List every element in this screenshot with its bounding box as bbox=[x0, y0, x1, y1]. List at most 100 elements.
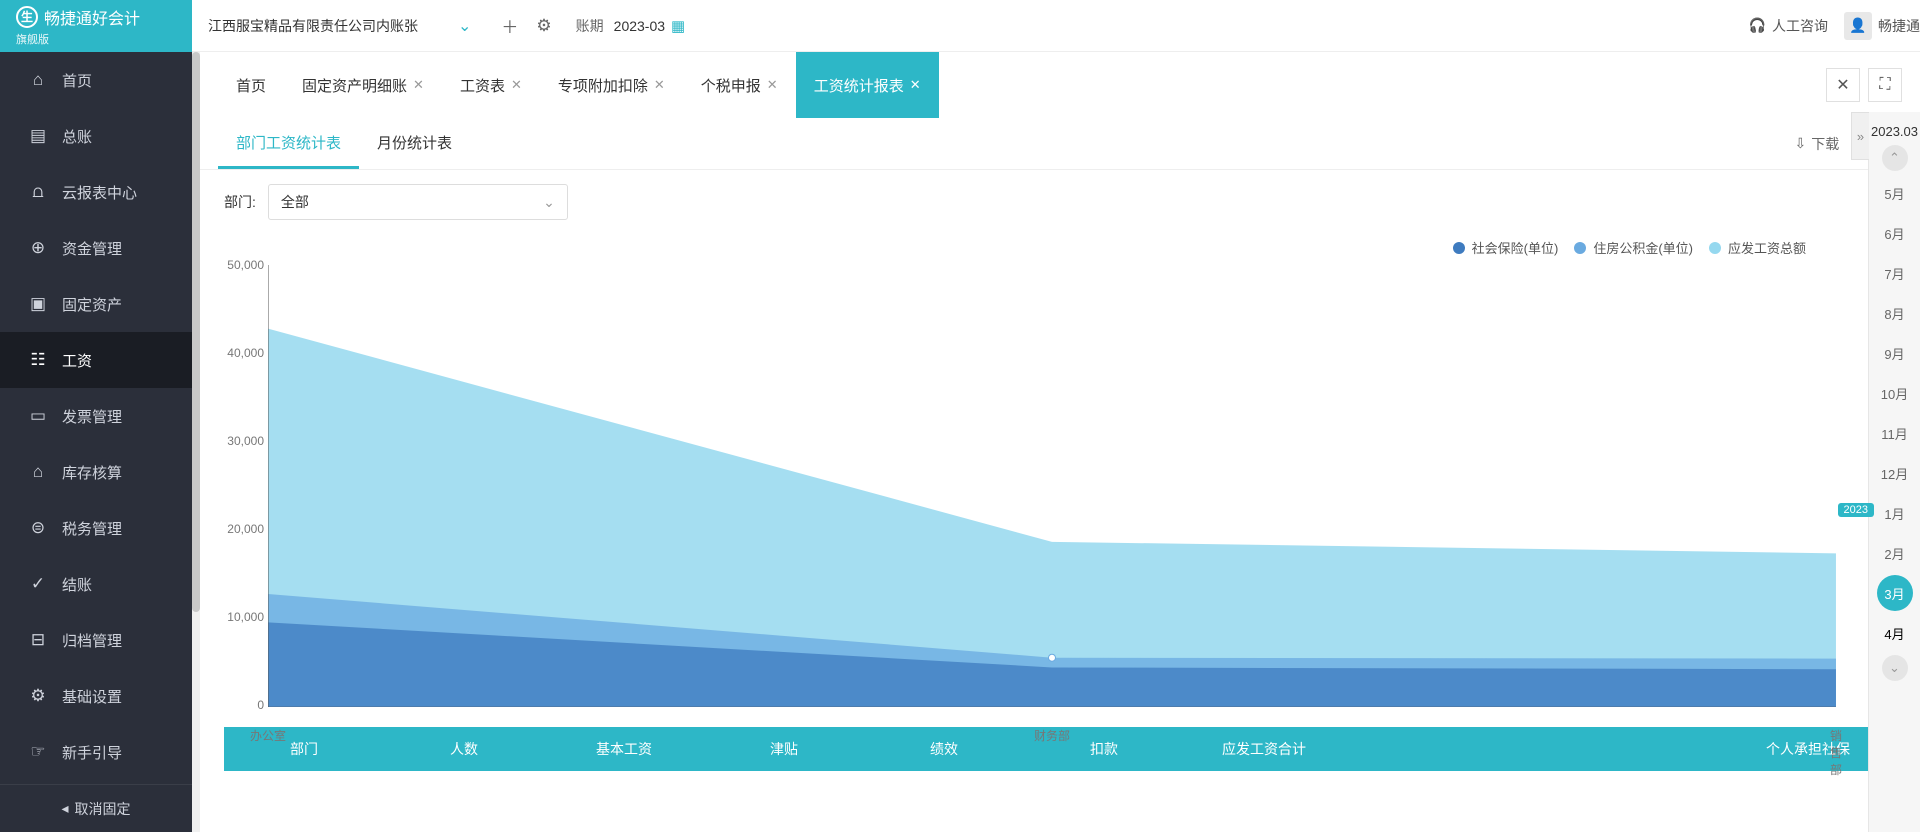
month-item-1[interactable]: 6月 bbox=[1877, 215, 1913, 251]
sub-tabs: 部门工资统计表月份统计表 ⇩ 下载 ↻ 刷新 bbox=[200, 118, 1920, 170]
month-item-9[interactable]: 2月 bbox=[1877, 535, 1913, 571]
sidebar-scrollbar-thumb[interactable] bbox=[192, 52, 200, 612]
tab-label: 首页 bbox=[236, 75, 266, 96]
sidebar-icon: ⌂ bbox=[28, 462, 48, 482]
sidebar-icon: ▤ bbox=[28, 126, 48, 146]
tab-close-icon[interactable]: ✕ bbox=[413, 77, 424, 93]
tab-1[interactable]: 固定资产明细账 ✕ bbox=[284, 52, 442, 118]
month-panel-collapse-button[interactable]: » bbox=[1851, 112, 1869, 160]
sidebar-item-label: 税务管理 bbox=[62, 518, 122, 539]
sidebar-item-8[interactable]: ⊜ 税务管理 bbox=[0, 500, 192, 556]
sidebar-item-3[interactable]: ⊕资金管理 bbox=[0, 220, 192, 276]
x-tick-label: 办公室 bbox=[250, 727, 286, 744]
headset-icon: 🎧 bbox=[1749, 17, 1766, 34]
company-selector[interactable]: 江西服宝精品有限责任公司内账张 ⌄ bbox=[192, 16, 487, 36]
sub-tab-0[interactable]: 部门工资统计表 bbox=[218, 118, 359, 169]
sidebar-item-label: 总账 bbox=[62, 126, 92, 147]
sidebar-item-6[interactable]: ▭发票管理 bbox=[0, 388, 192, 444]
legend-label: 应发工资总额 bbox=[1728, 238, 1806, 257]
sidebar-item-label: 基础设置 bbox=[62, 686, 122, 707]
sidebar-icon: ⊕ bbox=[28, 238, 48, 258]
month-item-2[interactable]: 7月 bbox=[1877, 255, 1913, 291]
sidebar-item-label: 云报表中心 bbox=[62, 182, 137, 203]
legend-item[interactable]: 应发工资总额 bbox=[1709, 238, 1806, 257]
sidebar-item-1[interactable]: ▤ 总账 bbox=[0, 108, 192, 164]
table-column-header: 绩效 bbox=[864, 739, 1024, 759]
tab-close-icon[interactable]: ✕ bbox=[511, 77, 522, 93]
logo-text: 畅捷通好会计 bbox=[44, 5, 140, 29]
month-scroll-down-button[interactable]: ⌄ bbox=[1882, 655, 1908, 681]
sidebar-icon: ⊜ bbox=[28, 518, 48, 538]
tab-3[interactable]: 专项附加扣除✕ bbox=[540, 52, 683, 118]
logo-subtitle: 旗舰版 bbox=[16, 31, 192, 47]
sidebar-item-4[interactable]: ▣固定资产 bbox=[0, 276, 192, 332]
chevron-down-icon: ⌄ bbox=[458, 16, 471, 36]
department-select[interactable]: 全部 ⌄ bbox=[268, 184, 568, 220]
month-item-8[interactable]: 1月 bbox=[1877, 495, 1913, 531]
sidebar-icon: ☞ bbox=[28, 742, 48, 762]
table-column-header: 津贴 bbox=[704, 739, 864, 759]
avatar-icon: 👤 bbox=[1844, 12, 1872, 40]
legend-item[interactable]: 社会保险(单位) bbox=[1453, 238, 1559, 257]
sidebar-icon: ⊟ bbox=[28, 630, 48, 650]
x-tick-label: 销售部 bbox=[1830, 727, 1842, 778]
month-item-6[interactable]: 11月 bbox=[1877, 415, 1913, 451]
user-menu[interactable]: 👤 畅捷通 bbox=[1844, 12, 1920, 40]
sidebar-item-11[interactable]: ⚙基础设置 bbox=[0, 668, 192, 724]
sidebar-item-label: 归档管理 bbox=[62, 630, 122, 651]
month-panel-head: 2023.03 bbox=[1871, 118, 1918, 143]
sidebar-item-0[interactable]: ⌂首页 bbox=[0, 52, 192, 108]
tab-0[interactable]: 首页 bbox=[218, 52, 284, 118]
tab-label: 工资表 bbox=[460, 75, 505, 96]
sidebar-item-5[interactable]: ☷工资 bbox=[0, 332, 192, 388]
period-label: 账期 bbox=[576, 16, 604, 36]
month-item-10[interactable]: 3月 bbox=[1877, 575, 1913, 611]
sidebar-item-12[interactable]: ☞新手引导 bbox=[0, 724, 192, 780]
tab-4[interactable]: 个税申报✕ bbox=[683, 52, 796, 118]
month-item-7[interactable]: 12月 bbox=[1877, 455, 1913, 491]
y-tick-label: 30,000 bbox=[227, 434, 264, 448]
year-badge: 2023 bbox=[1838, 503, 1874, 517]
department-filter-label: 部门: bbox=[224, 192, 256, 212]
tab-close-icon[interactable]: ✕ bbox=[767, 77, 778, 93]
legend-label: 住房公积金(单位) bbox=[1593, 238, 1693, 257]
month-scroll-up-button[interactable]: ⌃ bbox=[1882, 145, 1908, 171]
month-item-5[interactable]: 10月 bbox=[1877, 375, 1913, 411]
table-column-header: 部门 bbox=[224, 739, 384, 759]
tab-close-icon[interactable]: ✕ bbox=[910, 77, 921, 93]
sidebar-unpin-button[interactable]: ◂取消固定 bbox=[0, 784, 192, 832]
add-icon[interactable]: ＋ bbox=[501, 13, 518, 38]
gear-icon[interactable]: ⚙ bbox=[536, 16, 551, 36]
tab-close-icon[interactable]: ✕ bbox=[654, 77, 665, 93]
user-name: 畅捷通 bbox=[1878, 16, 1920, 36]
legend-item[interactable]: 住房公积金(单位) bbox=[1574, 238, 1693, 257]
month-item-3[interactable]: 8月 bbox=[1877, 295, 1913, 331]
department-select-value: 全部 bbox=[281, 192, 309, 212]
legend-label: 社会保险(单位) bbox=[1472, 238, 1559, 257]
sidebar-item-10[interactable]: ⊟ 归档管理 bbox=[0, 612, 192, 668]
month-item-4[interactable]: 9月 bbox=[1877, 335, 1913, 371]
month-item-11[interactable]: 4月 bbox=[1877, 615, 1913, 651]
fullscreen-button[interactable]: ⛶ bbox=[1868, 68, 1902, 102]
sidebar-item-label: 库存核算 bbox=[62, 462, 122, 483]
sidebar-item-label: 工资 bbox=[62, 350, 92, 371]
calendar-icon[interactable]: ▦ bbox=[671, 17, 685, 35]
month-item-0[interactable]: 5月 bbox=[1877, 175, 1913, 211]
tab-5[interactable]: 工资统计报表✕ bbox=[796, 52, 939, 118]
sub-tab-1[interactable]: 月份统计表 bbox=[359, 118, 470, 169]
logo-section: 生 畅捷通好会计 旗舰版 bbox=[0, 0, 192, 52]
sidebar-item-7[interactable]: ⌂ 库存核算 bbox=[0, 444, 192, 500]
download-button[interactable]: ⇩ 下载 bbox=[1795, 134, 1840, 154]
top-icon-group: ＋ ⚙ bbox=[487, 13, 565, 38]
sidebar-item-label: 发票管理 bbox=[62, 406, 122, 427]
sidebar-item-2[interactable]: ⩍云报表中心 bbox=[0, 164, 192, 220]
tabs-row: 首页固定资产明细账✕工资表✕专项附加扣除✕个税申报✕工资统计报表✕ ✕ ⛶ bbox=[200, 52, 1920, 118]
sidebar-item-9[interactable]: ✓结账 bbox=[0, 556, 192, 612]
tab-label: 固定资产明细账 bbox=[302, 75, 407, 96]
consult-button[interactable]: 🎧 人工咨询 bbox=[1749, 16, 1828, 36]
tab-2[interactable]: 工资表 ✕ bbox=[442, 52, 540, 118]
period-value[interactable]: 2023-03 bbox=[614, 18, 665, 34]
close-all-tabs-button[interactable]: ✕ bbox=[1826, 68, 1860, 102]
y-tick-label: 0 bbox=[257, 698, 264, 712]
chart-legend: 社会保险(单位) 住房公积金(单位) 应发工资总额 bbox=[224, 234, 1896, 265]
